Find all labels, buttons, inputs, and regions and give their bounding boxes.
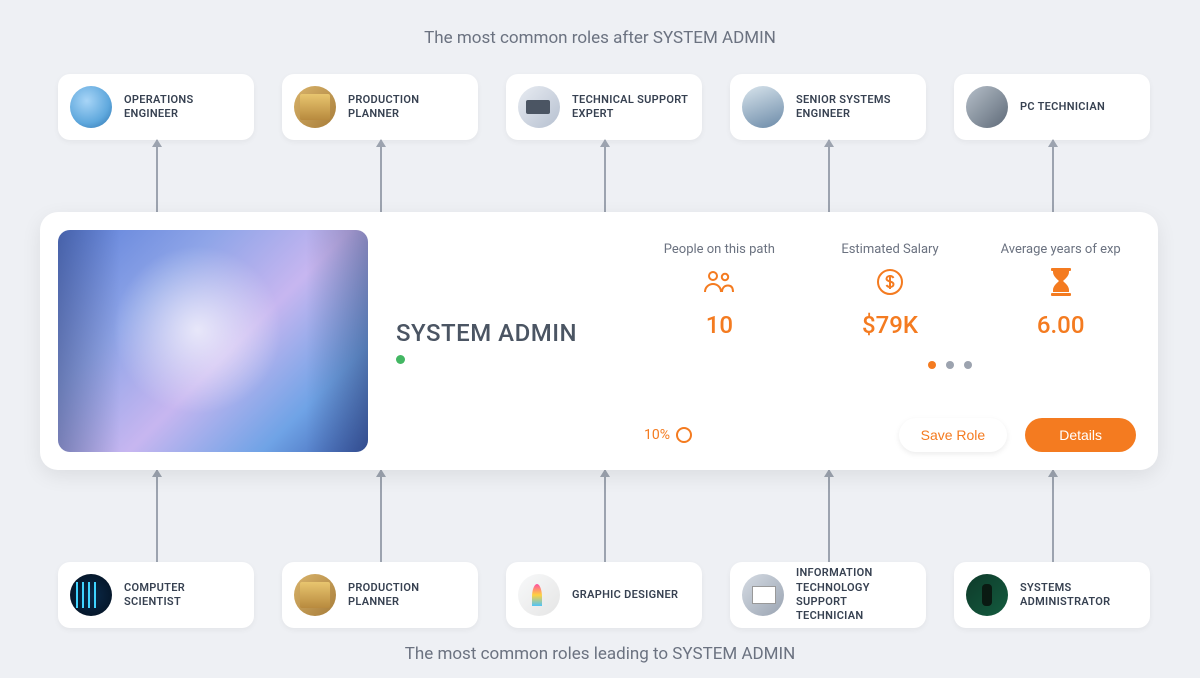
role-after-card[interactable]: TECHNICAL SUPPORT EXPERT <box>506 74 702 140</box>
role-before-avatar <box>294 574 336 616</box>
match-percent: 10% <box>644 427 692 443</box>
connector-arrow <box>828 140 830 212</box>
pager-dots[interactable] <box>764 361 1136 369</box>
status-dot <box>396 355 405 364</box>
role-after-card[interactable]: SENIOR SYSTEMS ENGINEER <box>730 74 926 140</box>
header-text: The most common roles after SYSTEM ADMIN <box>0 28 1200 48</box>
stat-people-value: 10 <box>706 311 733 339</box>
connector-arrow <box>156 470 158 562</box>
role-after-label: PRODUCTION PLANNER <box>348 93 466 122</box>
connector-arrow <box>604 470 606 562</box>
role-before-label: INFORMATION TECHNOLOGY SUPPORT TECHNICIA… <box>796 566 914 623</box>
role-after-label: PC TECHNICIAN <box>1020 100 1105 114</box>
connector-arrow <box>828 470 830 562</box>
stat-salary-label: Estimated Salary <box>841 242 938 257</box>
footer-text: The most common roles leading to SYSTEM … <box>0 644 1200 664</box>
pager-dot-2[interactable] <box>946 361 954 369</box>
role-before-label: GRAPHIC DESIGNER <box>572 588 678 602</box>
match-percent-value: 10% <box>644 427 670 443</box>
role-after-avatar <box>294 86 336 128</box>
pager-dot-1[interactable] <box>928 361 936 369</box>
action-row: 10% Save Role Details <box>644 418 1136 452</box>
save-role-button[interactable]: Save Role <box>899 418 1008 452</box>
main-role-title: SYSTEM ADMIN <box>396 319 616 347</box>
role-before-card[interactable]: COMPUTER SCIENTIST <box>58 562 254 628</box>
main-role-panel: SYSTEM ADMIN People on this path 10 <box>40 212 1158 470</box>
role-after-avatar <box>742 86 784 128</box>
role-before-card[interactable]: SYSTEMS ADMINISTRATOR <box>954 562 1150 628</box>
role-after-avatar <box>518 86 560 128</box>
role-before-label: COMPUTER SCIENTIST <box>124 581 242 610</box>
stat-salary: Estimated Salary $79K <box>815 242 966 339</box>
role-after-avatar <box>70 86 112 128</box>
stat-salary-value: $79K <box>862 311 918 339</box>
role-before-avatar <box>70 574 112 616</box>
stats-section: People on this path 10 Estimated Salary <box>644 230 1136 452</box>
role-before-label: SYSTEMS ADMINISTRATOR <box>1020 581 1138 610</box>
role-before-avatar <box>966 574 1008 616</box>
role-before-card[interactable]: PRODUCTION PLANNER <box>282 562 478 628</box>
role-after-card[interactable]: PRODUCTION PLANNER <box>282 74 478 140</box>
role-after-label: SENIOR SYSTEMS ENGINEER <box>796 93 914 122</box>
main-title-wrap: SYSTEM ADMIN <box>396 230 616 452</box>
role-before-card[interactable]: INFORMATION TECHNOLOGY SUPPORT TECHNICIA… <box>730 562 926 628</box>
connector-arrow <box>380 140 382 212</box>
connector-arrow <box>156 140 158 212</box>
main-role-image <box>58 230 368 452</box>
stat-people: People on this path 10 <box>644 242 795 339</box>
hourglass-icon <box>1049 267 1073 297</box>
role-after-label: TECHNICAL SUPPORT EXPERT <box>572 93 690 122</box>
role-before-avatar <box>518 574 560 616</box>
stat-experience-value: 6.00 <box>1037 311 1085 339</box>
role-before-label: PRODUCTION PLANNER <box>348 581 466 610</box>
role-after-card[interactable]: PC TECHNICIAN <box>954 74 1150 140</box>
role-after-label: OPERATIONS ENGINEER <box>124 93 242 122</box>
connector-arrow <box>1052 140 1054 212</box>
role-after-card[interactable]: OPERATIONS ENGINEER <box>58 74 254 140</box>
connector-arrow <box>1052 470 1054 562</box>
role-before-card[interactable]: GRAPHIC DESIGNER <box>506 562 702 628</box>
stat-experience-label: Average years of exp <box>1001 242 1121 257</box>
people-icon <box>702 267 736 297</box>
connector-arrow <box>604 140 606 212</box>
career-path-diagram: The most common roles after SYSTEM ADMIN… <box>0 0 1200 678</box>
pager-dot-3[interactable] <box>964 361 972 369</box>
role-after-avatar <box>966 86 1008 128</box>
details-button[interactable]: Details <box>1025 418 1136 452</box>
progress-circle-icon <box>676 427 692 443</box>
money-icon <box>876 267 904 297</box>
role-before-avatar <box>742 574 784 616</box>
stat-row: People on this path 10 Estimated Salary <box>644 230 1136 339</box>
stat-people-label: People on this path <box>664 242 775 257</box>
stat-experience: Average years of exp 6.00 <box>985 242 1136 339</box>
connector-arrow <box>380 470 382 562</box>
